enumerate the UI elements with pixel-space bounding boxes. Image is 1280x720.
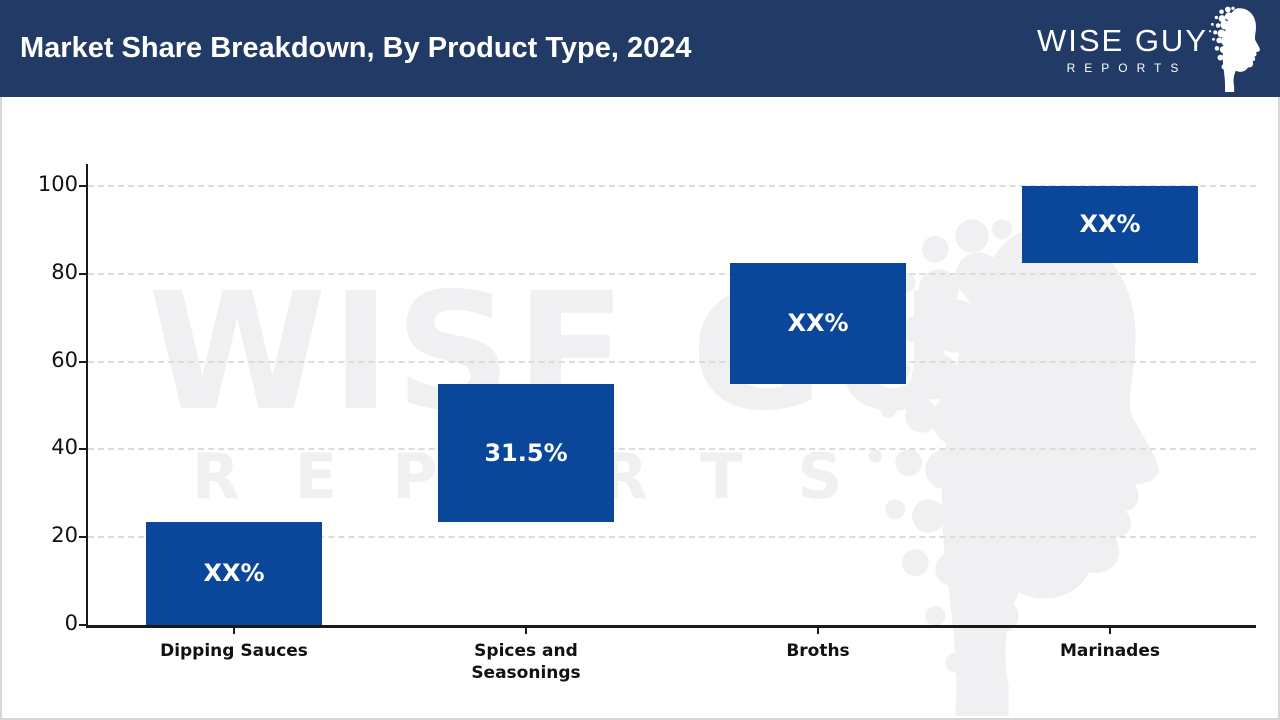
category-label: Broths [688,640,948,662]
figure-border-bottom [0,718,1280,720]
y-tick-mark [79,536,88,539]
gridline [88,536,1256,539]
page-title: Market Share Breakdown, By Product Type,… [20,32,692,64]
category-label-line: Broths [786,641,850,661]
figure-border-right [1278,97,1280,720]
y-tick-mark [79,185,88,187]
category-label-line: Spices and [474,641,578,661]
category-label-line: Dipping Sauces [160,641,308,661]
bar-value-label: 31.5% [484,438,568,467]
gridline [88,272,1256,275]
y-tick-mark [79,624,88,626]
figure-border-left [0,97,2,720]
y-tick-label: 40 [51,435,78,460]
x-tick-mark [233,628,235,634]
brand-subtitle: REPORTS [1066,61,1188,75]
x-axis-spine [86,625,1256,628]
category-label-line: Marinades [1060,641,1160,661]
bar-value-label: XX% [203,559,265,588]
bar: 31.5% [438,383,614,522]
x-tick-mark [525,628,527,634]
category-label: Marinades [980,640,1240,662]
y-axis-spine [86,164,88,627]
gridline [88,448,1256,451]
bar: XX% [146,521,322,625]
y-tick-mark [79,272,88,275]
y-tick-label: 0 [64,611,78,635]
gridline [88,360,1256,363]
x-tick-mark [817,628,819,634]
bar-value-label: XX% [787,309,849,338]
y-tick-label: 80 [51,259,78,284]
y-tick-mark [79,448,88,451]
y-tick-label: 100 [37,172,78,196]
y-tick-label: 60 [51,347,78,372]
x-tick-mark [1109,628,1111,634]
brand-head-icon [1208,6,1260,92]
gridline [88,185,1256,187]
category-label: Dipping Sauces [104,640,364,662]
brand-logo-text: WISE GUY REPORTS [1037,23,1208,75]
category-label: Spices and Seasonings [396,640,656,684]
category-label-line: Seasonings [471,663,581,683]
y-tick-label: 20 [51,523,78,548]
y-tick-mark [79,360,88,363]
bar-value-label: XX% [1079,210,1141,239]
header-bar: Market Share Breakdown, By Product Type,… [0,0,1280,97]
bar: XX% [730,262,906,384]
brand-name: WISE GUY [1036,23,1208,58]
bar: XX% [1022,186,1198,263]
brand-logo: WISE GUY REPORTS [1037,4,1272,94]
